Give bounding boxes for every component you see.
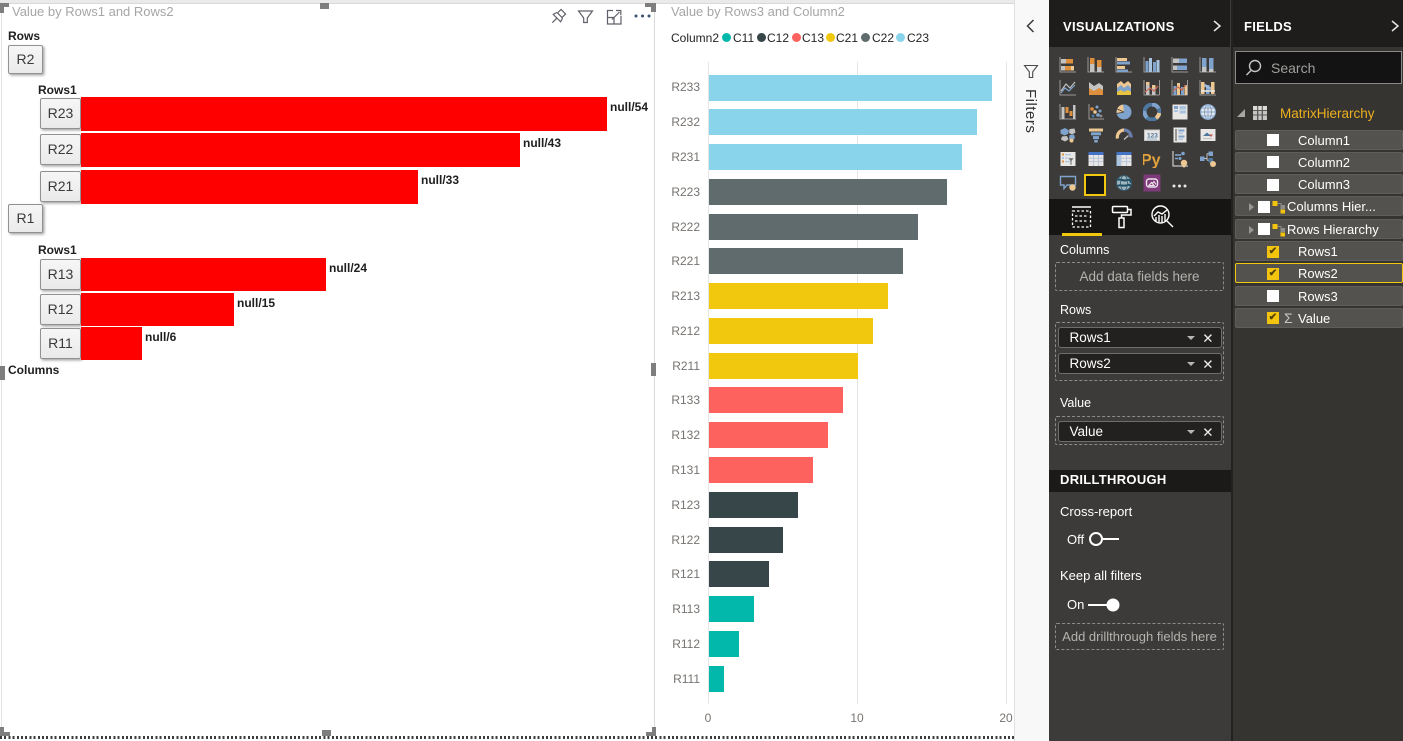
- svg-text:123: 123: [1147, 133, 1158, 140]
- svg-text:Py: Py: [1143, 152, 1161, 168]
